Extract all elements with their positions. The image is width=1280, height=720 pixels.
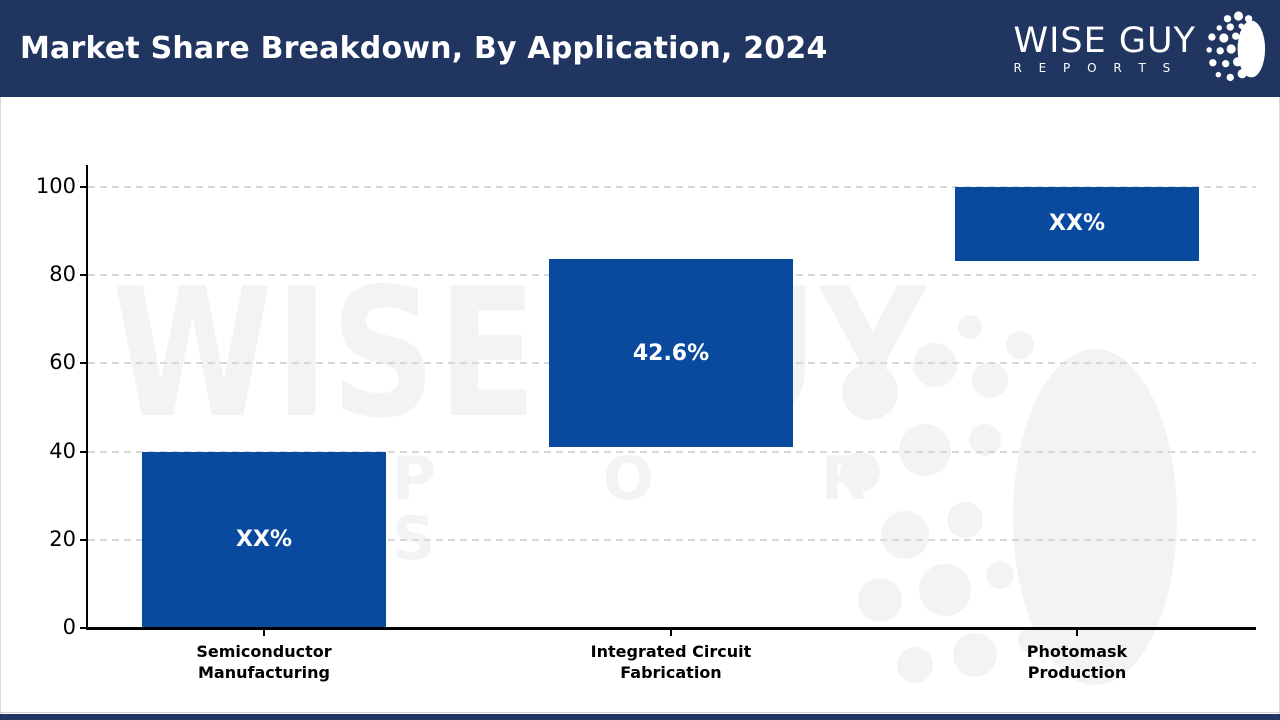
y-tick-mark-0 xyxy=(80,627,88,629)
gridline-20 xyxy=(88,538,1256,541)
page-title: Market Share Breakdown, By Application, … xyxy=(20,31,828,66)
footer-hairline xyxy=(0,712,1280,713)
category-label-line: Fabrication xyxy=(620,663,722,682)
bar-1: 42.6% xyxy=(549,259,793,448)
logo-face-icon xyxy=(1206,11,1266,82)
y-tick-label-0: 0 xyxy=(62,615,76,639)
y-tick-label-40: 40 xyxy=(49,438,76,463)
logo-wordmark: WISE GUY xyxy=(1013,21,1196,61)
gridline-40 xyxy=(88,450,1256,453)
bar-2: XX% xyxy=(955,187,1199,261)
x-tick-mark-2 xyxy=(1076,628,1078,636)
y-tick-mark-60 xyxy=(80,362,88,365)
header-bar: Market Share Breakdown, By Application, … xyxy=(0,0,1280,97)
logo: WISE GUY R E P O R T S xyxy=(1013,8,1266,90)
footer-bar xyxy=(0,714,1280,720)
y-tick-mark-100 xyxy=(80,186,88,188)
category-label-1: Integrated Circuit Fabrication xyxy=(531,641,811,683)
category-label-line: Production xyxy=(1027,663,1127,682)
gridline-100 xyxy=(88,186,1256,188)
y-tick-mark-20 xyxy=(80,538,88,541)
x-tick-mark-1 xyxy=(670,628,672,636)
y-tick-label-60: 60 xyxy=(49,350,76,375)
logo-sub-wordmark: R E P O R T S xyxy=(1013,61,1177,75)
bar-0: XX% xyxy=(142,451,386,628)
y-tick-label-100: 100 xyxy=(35,174,76,198)
y-axis-line xyxy=(86,164,88,630)
y-tick-label-20: 20 xyxy=(49,526,76,551)
category-label-line: Manufacturing xyxy=(198,663,330,682)
category-label-line: Photomask xyxy=(1026,642,1128,661)
x-tick-mark-0 xyxy=(263,628,265,636)
y-tick-label-80: 80 xyxy=(49,262,76,287)
y-tick-mark-40 xyxy=(80,450,88,453)
logo-text: WISE GUY R E P O R T S xyxy=(1013,23,1196,75)
category-label-line: Integrated Circuit xyxy=(590,642,752,661)
category-label-line: Semiconductor xyxy=(196,642,332,661)
y-tick-mark-80 xyxy=(80,274,88,277)
bar-value-label-1: 42.6% xyxy=(632,340,710,366)
bar-value-label-0: XX% xyxy=(236,527,292,553)
bar-value-label-2: XX% xyxy=(1049,211,1105,237)
category-label-2: Photomask Production xyxy=(937,641,1217,683)
category-label-0: Semiconductor Manufacturing xyxy=(124,641,404,683)
